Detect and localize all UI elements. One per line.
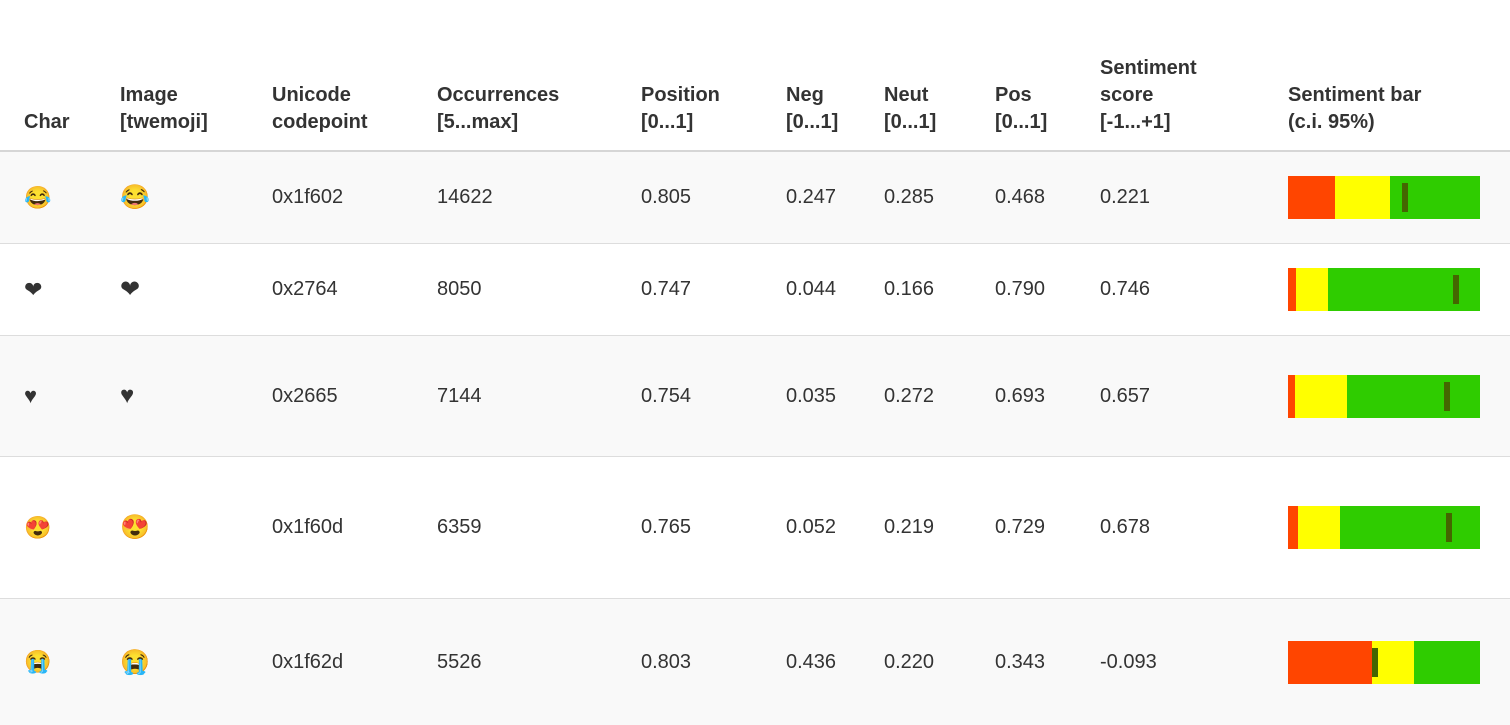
bar-score-tick: [1402, 183, 1408, 212]
header-neut: Neut [0...1]: [876, 0, 987, 151]
cell-char: 😍: [0, 457, 112, 599]
bar-neg-segment: [1288, 375, 1295, 418]
cell-neg: 0.052: [778, 457, 876, 599]
cell-char: 😭: [0, 599, 112, 725]
cell-neg: 0.247: [778, 151, 876, 244]
cell-sentiment-bar: [1280, 151, 1510, 244]
header-image: Image [twemoji]: [112, 0, 264, 151]
cell-pos: 0.790: [987, 244, 1092, 336]
bar-score-tick: [1444, 382, 1450, 411]
cell-position: 0.747: [633, 244, 778, 336]
bar-pos-segment: [1347, 375, 1480, 418]
emoji-char-icon: ♥: [24, 383, 37, 408]
header-char: Char: [0, 0, 112, 151]
emoji-char-icon: 😂: [24, 185, 51, 210]
bar-neut-segment: [1335, 176, 1390, 219]
cell-image: 😍: [112, 457, 264, 599]
cell-image: ❤: [112, 244, 264, 336]
cell-codepoint: 0x2665: [264, 336, 429, 457]
bar-score-tick: [1453, 275, 1459, 304]
cell-pos: 0.729: [987, 457, 1092, 599]
cell-score: 0.657: [1092, 336, 1280, 457]
table-header-row: Char Image [twemoji] Unicode codepoint O…: [0, 0, 1510, 151]
cell-score: 0.221: [1092, 151, 1280, 244]
bar-neg-segment: [1288, 268, 1296, 311]
cell-image: 😂: [112, 151, 264, 244]
emoji-image-icon: ❤: [120, 276, 140, 303]
cell-position: 0.803: [633, 599, 778, 725]
cell-score: 0.678: [1092, 457, 1280, 599]
bar-neut-segment: [1298, 506, 1340, 549]
sentiment-bar: [1288, 375, 1480, 418]
table-row: 😂 😂 0x1f602 14622 0.805 0.247 0.285 0.46…: [0, 151, 1510, 244]
cell-score: -0.093: [1092, 599, 1280, 725]
cell-occurrences: 5526: [429, 599, 633, 725]
header-position: Position [0...1]: [633, 0, 778, 151]
cell-codepoint: 0x1f62d: [264, 599, 429, 725]
cell-neut: 0.219: [876, 457, 987, 599]
bar-pos-segment: [1340, 506, 1480, 549]
cell-neg: 0.436: [778, 599, 876, 725]
sentiment-bar: [1288, 176, 1480, 219]
cell-char: 😂: [0, 151, 112, 244]
emoji-image-icon: 😍: [120, 514, 150, 541]
table-row: ❤ ❤ 0x2764 8050 0.747 0.044 0.166 0.790 …: [0, 244, 1510, 336]
cell-image: ♥: [112, 336, 264, 457]
emoji-image-icon: 😭: [120, 649, 150, 676]
cell-char: ❤: [0, 244, 112, 336]
emoji-char-icon: 😭: [24, 649, 51, 674]
header-sentiment-score: Sentiment score [-1...+1]: [1092, 0, 1280, 151]
table-row: 😍 😍 0x1f60d 6359 0.765 0.052 0.219 0.729…: [0, 457, 1510, 599]
cell-position: 0.765: [633, 457, 778, 599]
bar-score-tick: [1372, 648, 1378, 677]
cell-pos: 0.693: [987, 336, 1092, 457]
bar-neg-segment: [1288, 506, 1298, 549]
sentiment-bar: [1288, 506, 1480, 549]
cell-image: 😭: [112, 599, 264, 725]
bar-score-tick: [1446, 513, 1452, 542]
cell-codepoint: 0x1f602: [264, 151, 429, 244]
header-codepoint: Unicode codepoint: [264, 0, 429, 151]
cell-pos: 0.343: [987, 599, 1092, 725]
cell-sentiment-bar: [1280, 457, 1510, 599]
cell-char: ♥: [0, 336, 112, 457]
sentiment-bar: [1288, 268, 1480, 311]
cell-codepoint: 0x1f60d: [264, 457, 429, 599]
cell-neut: 0.272: [876, 336, 987, 457]
bar-neut-segment: [1295, 375, 1347, 418]
cell-neut: 0.166: [876, 244, 987, 336]
cell-position: 0.754: [633, 336, 778, 457]
cell-neg: 0.035: [778, 336, 876, 457]
header-pos: Pos [0...1]: [987, 0, 1092, 151]
bar-pos-segment: [1414, 641, 1480, 684]
bar-neg-segment: [1288, 176, 1335, 219]
cell-occurrences: 7144: [429, 336, 633, 457]
bar-neg-segment: [1288, 641, 1372, 684]
cell-position: 0.805: [633, 151, 778, 244]
header-occurrences: Occurrences [5...max]: [429, 0, 633, 151]
cell-occurrences: 14622: [429, 151, 633, 244]
table-row: ♥ ♥ 0x2665 7144 0.754 0.035 0.272 0.693 …: [0, 336, 1510, 457]
bar-neut-segment: [1296, 268, 1328, 311]
cell-sentiment-bar: [1280, 599, 1510, 725]
emoji-char-icon: ❤: [24, 277, 42, 302]
cell-codepoint: 0x2764: [264, 244, 429, 336]
cell-score: 0.746: [1092, 244, 1280, 336]
cell-neut: 0.220: [876, 599, 987, 725]
cell-neut: 0.285: [876, 151, 987, 244]
header-neg: Neg [0...1]: [778, 0, 876, 151]
cell-neg: 0.044: [778, 244, 876, 336]
emoji-image-icon: ♥: [120, 382, 134, 409]
cell-occurrences: 8050: [429, 244, 633, 336]
emoji-image-icon: 😂: [120, 184, 150, 211]
cell-sentiment-bar: [1280, 336, 1510, 457]
cell-sentiment-bar: [1280, 244, 1510, 336]
sentiment-bar: [1288, 641, 1480, 684]
cell-pos: 0.468: [987, 151, 1092, 244]
emoji-char-icon: 😍: [24, 515, 51, 540]
header-sentiment-bar: Sentiment bar (c.i. 95%): [1280, 0, 1510, 151]
cell-occurrences: 6359: [429, 457, 633, 599]
table-row: 😭 😭 0x1f62d 5526 0.803 0.436 0.220 0.343…: [0, 599, 1510, 725]
